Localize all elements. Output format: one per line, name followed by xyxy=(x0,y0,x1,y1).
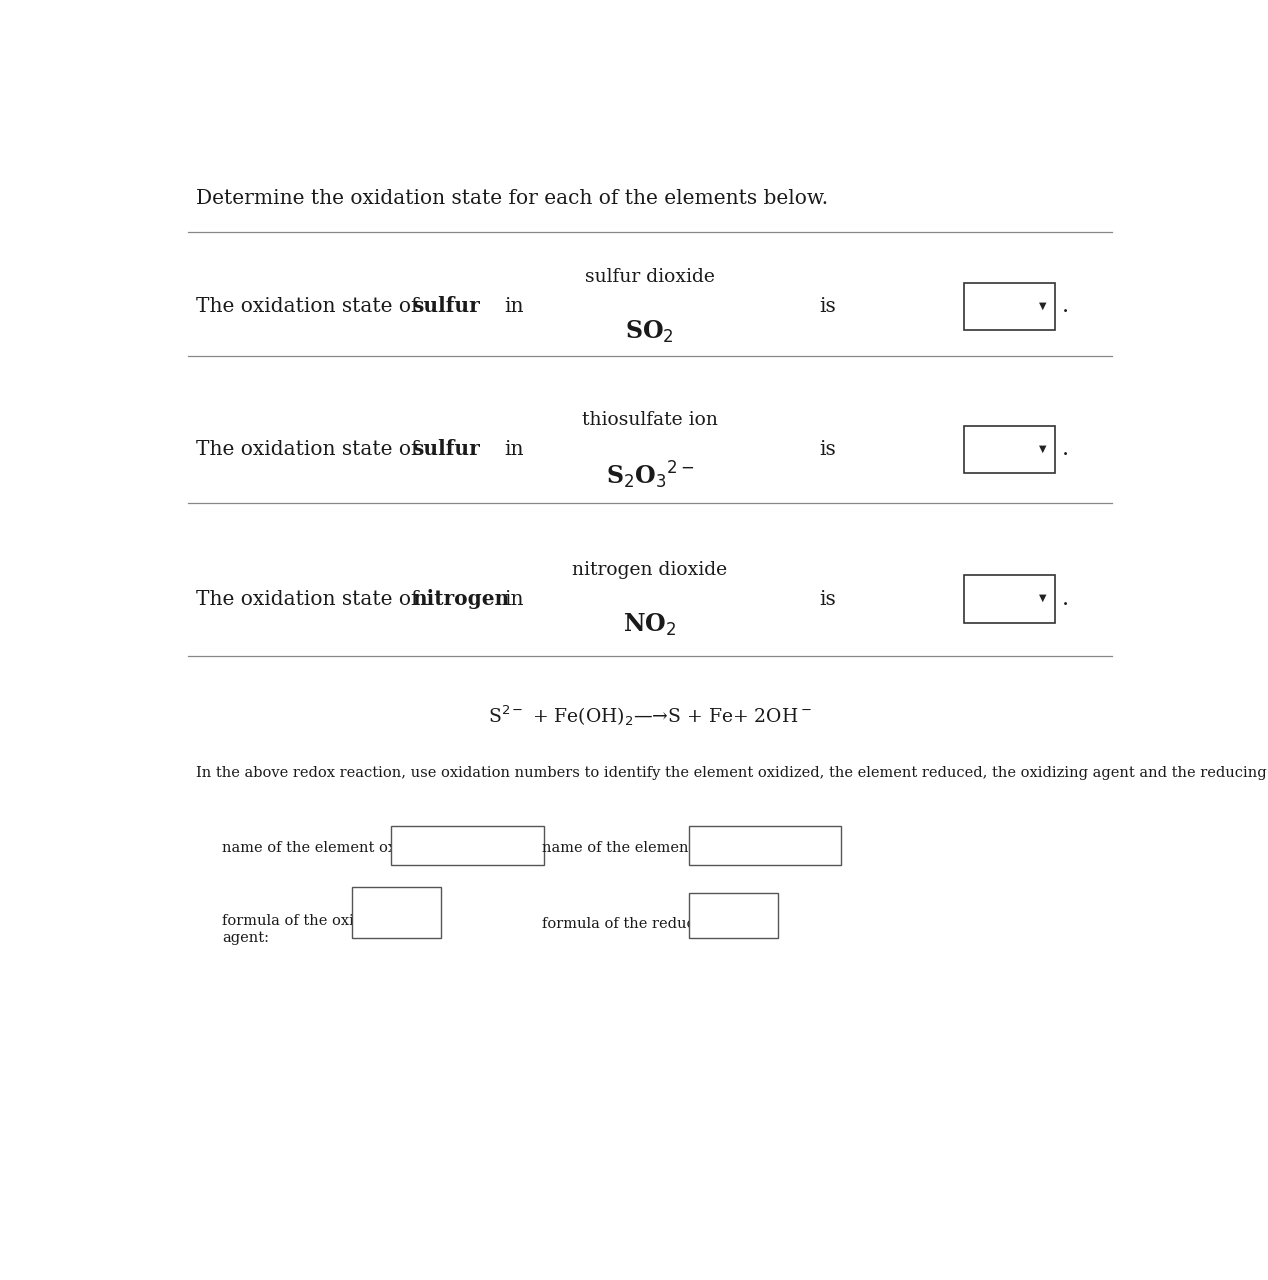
Text: The oxidation state of: The oxidation state of xyxy=(195,440,418,458)
Text: is: is xyxy=(819,297,836,316)
Text: .: . xyxy=(1061,438,1069,461)
Text: nitrogen dioxide: nitrogen dioxide xyxy=(572,561,728,579)
Text: S$^{2-}$ + Fe(OH)$_2$—→S + Fe+ 2OH$^-$: S$^{2-}$ + Fe(OH)$_2$—→S + Fe+ 2OH$^-$ xyxy=(488,703,812,728)
Text: The oxidation state of: The oxidation state of xyxy=(195,297,418,316)
Text: .: . xyxy=(1061,296,1069,317)
FancyBboxPatch shape xyxy=(964,283,1055,330)
Text: in: in xyxy=(505,297,524,316)
Text: S$_2$O$_3$$^{2-}$: S$_2$O$_3$$^{2-}$ xyxy=(606,460,694,490)
Text: sulfur: sulfur xyxy=(412,297,479,316)
Text: name of the element reduced:: name of the element reduced: xyxy=(541,841,765,855)
Text: ▼: ▼ xyxy=(1040,443,1046,453)
Text: thiosulfate ion: thiosulfate ion xyxy=(582,411,718,429)
Text: The oxidation state of: The oxidation state of xyxy=(195,590,418,608)
Text: In the above redox reaction, use oxidation numbers to identify the element oxidi: In the above redox reaction, use oxidati… xyxy=(195,765,1268,780)
Text: ▼: ▼ xyxy=(1040,593,1046,603)
Text: is: is xyxy=(819,440,836,458)
Text: formula of the reducing agent:: formula of the reducing agent: xyxy=(541,918,770,932)
Text: .: . xyxy=(1061,588,1069,611)
Text: in: in xyxy=(505,590,524,608)
Text: sulfur: sulfur xyxy=(412,439,479,460)
Text: Determine the oxidation state for each of the elements below.: Determine the oxidation state for each o… xyxy=(195,189,828,207)
Text: nitrogen: nitrogen xyxy=(412,589,510,609)
Text: SO$_2$: SO$_2$ xyxy=(625,319,675,346)
FancyBboxPatch shape xyxy=(690,826,842,865)
Text: formula of the oxidizing
agent:: formula of the oxidizing agent: xyxy=(222,914,399,945)
FancyBboxPatch shape xyxy=(964,576,1055,623)
FancyBboxPatch shape xyxy=(392,826,544,865)
Text: NO$_2$: NO$_2$ xyxy=(623,612,677,637)
Text: in: in xyxy=(505,440,524,458)
FancyBboxPatch shape xyxy=(690,893,777,938)
FancyBboxPatch shape xyxy=(353,887,440,938)
Text: name of the element oxidized:: name of the element oxidized: xyxy=(222,841,446,855)
FancyBboxPatch shape xyxy=(964,426,1055,472)
Text: sulfur dioxide: sulfur dioxide xyxy=(585,268,715,285)
Text: ▼: ▼ xyxy=(1040,301,1046,311)
Text: is: is xyxy=(819,590,836,608)
